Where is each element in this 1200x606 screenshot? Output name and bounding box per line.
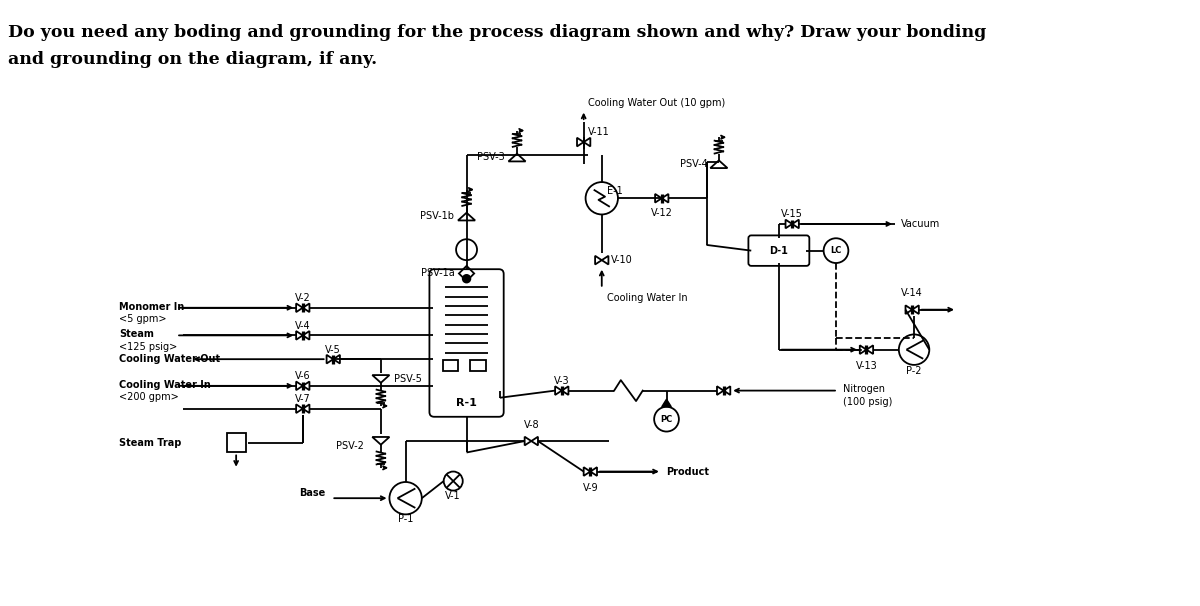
Text: V-9: V-9 bbox=[582, 483, 598, 493]
Text: Steam: Steam bbox=[119, 330, 154, 339]
Bar bbox=[443, 360, 458, 371]
Text: V-5: V-5 bbox=[325, 345, 341, 355]
Text: Nitrogen: Nitrogen bbox=[842, 384, 884, 394]
Text: V-2: V-2 bbox=[295, 293, 311, 303]
Text: V-6: V-6 bbox=[295, 371, 311, 381]
Text: V-12: V-12 bbox=[650, 208, 673, 218]
Text: <200 gpm>: <200 gpm> bbox=[119, 392, 179, 402]
Text: Steam Trap: Steam Trap bbox=[119, 438, 181, 448]
Text: P-1: P-1 bbox=[398, 514, 413, 524]
Text: V-14: V-14 bbox=[901, 288, 923, 298]
Text: V-4: V-4 bbox=[295, 321, 311, 331]
Text: V-15: V-15 bbox=[781, 210, 803, 219]
Text: PSV-5: PSV-5 bbox=[394, 374, 422, 384]
Text: Do you need any boding and grounding for the process diagram shown and why? Draw: Do you need any boding and grounding for… bbox=[7, 24, 986, 41]
Text: Cooling Water Out: Cooling Water Out bbox=[119, 354, 220, 364]
Bar bbox=[227, 433, 246, 453]
Text: Vacuum: Vacuum bbox=[901, 219, 940, 229]
Text: Cooling Water In: Cooling Water In bbox=[606, 293, 688, 304]
Text: PC: PC bbox=[660, 415, 673, 424]
Text: and grounding on the diagram, if any.: and grounding on the diagram, if any. bbox=[7, 51, 377, 68]
Text: E-1: E-1 bbox=[606, 185, 623, 196]
Text: <125 psig>: <125 psig> bbox=[119, 342, 178, 352]
Text: V-3: V-3 bbox=[554, 376, 570, 386]
Text: <5 gpm>: <5 gpm> bbox=[119, 314, 167, 324]
Text: Cooling Water Out (10 gpm): Cooling Water Out (10 gpm) bbox=[588, 98, 726, 108]
Text: PSV-3: PSV-3 bbox=[476, 152, 505, 162]
Text: Monomer In: Monomer In bbox=[119, 302, 185, 312]
Text: V-7: V-7 bbox=[295, 394, 311, 404]
Text: R-1: R-1 bbox=[456, 398, 476, 407]
Text: PSV-1a: PSV-1a bbox=[421, 268, 455, 279]
Text: D-1: D-1 bbox=[769, 245, 788, 256]
Text: PSV-1b: PSV-1b bbox=[420, 211, 454, 221]
Text: Product: Product bbox=[666, 467, 709, 476]
Text: (100 psig): (100 psig) bbox=[842, 397, 892, 407]
Text: Base: Base bbox=[299, 488, 325, 498]
Text: P-2: P-2 bbox=[906, 365, 922, 376]
Text: PSV-2: PSV-2 bbox=[336, 441, 364, 451]
Text: V-13: V-13 bbox=[856, 361, 877, 371]
Bar bbox=[470, 360, 486, 371]
Text: LC: LC bbox=[830, 246, 841, 255]
Text: Cooling Water In: Cooling Water In bbox=[119, 380, 211, 390]
Text: V-1: V-1 bbox=[445, 491, 461, 501]
Polygon shape bbox=[661, 399, 671, 407]
Circle shape bbox=[463, 275, 470, 282]
Text: V-8: V-8 bbox=[523, 419, 539, 430]
Text: V-11: V-11 bbox=[588, 127, 610, 136]
Text: PSV-4: PSV-4 bbox=[679, 159, 708, 169]
Text: V-10: V-10 bbox=[611, 255, 634, 265]
